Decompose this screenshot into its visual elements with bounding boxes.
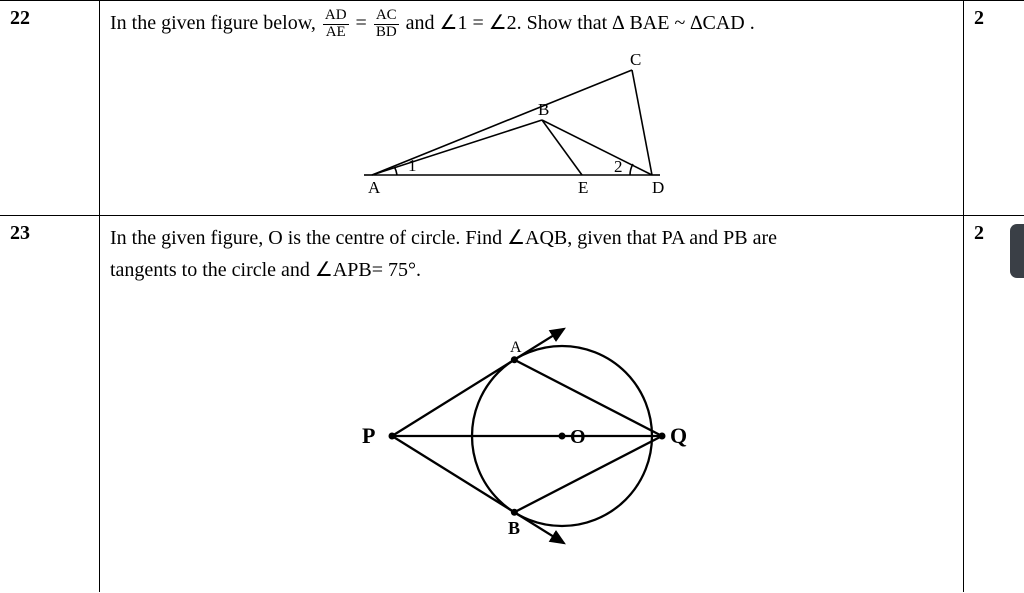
fraction-numerator: AC <box>374 8 399 25</box>
fraction-numerator: AD <box>323 8 349 25</box>
question-body-cell: In the given figure, O is the centre of … <box>100 216 964 592</box>
question-body-cell: In the given figure below, AD AE = AC BD… <box>100 1 964 215</box>
question-number: 22 <box>10 7 30 29</box>
fraction-ad-ae: AD AE <box>323 8 349 41</box>
side-tab-indicator[interactable] <box>1010 224 1024 278</box>
worksheet-page: 22 In the given figure below, AD AE = AC… <box>0 0 1024 593</box>
label-E: E <box>578 178 588 195</box>
marks-value: 2 <box>974 222 984 244</box>
label-angle-2: 2 <box>614 157 623 176</box>
figure-23-wrap: P O Q A B <box>110 296 953 576</box>
marks-value: 2 <box>974 7 984 29</box>
prompt-text: and ∠1 = ∠2. Show that ∆ BAE ~ ∆CAD . <box>406 12 755 34</box>
equals-sign: = <box>356 12 372 34</box>
prompt-text: In the given figure below, <box>110 12 321 34</box>
fraction-ac-bd: AC BD <box>374 8 399 41</box>
label-C: C <box>630 50 641 69</box>
marks-cell: 2 <box>964 1 1024 215</box>
label-P: P <box>362 423 375 448</box>
fraction-denominator: BD <box>374 25 399 41</box>
label-B: B <box>508 518 520 538</box>
prompt-line-1: In the given figure, O is the centre of … <box>110 222 953 254</box>
question-number: 23 <box>10 222 30 244</box>
question-23-prompt: In the given figure, O is the centre of … <box>110 222 953 286</box>
figure-23-svg: P O Q A B <box>332 296 732 576</box>
question-number-cell: 23 <box>0 216 100 592</box>
prompt-line-2: tangents to the circle and ∠APB= 75°. <box>110 254 953 286</box>
question-row-22: 22 In the given figure below, AD AE = AC… <box>0 0 1024 216</box>
label-O: O <box>570 426 586 448</box>
label-D: D <box>652 178 664 195</box>
question-22-prompt: In the given figure below, AD AE = AC BD… <box>110 7 953 41</box>
label-A: A <box>368 178 381 195</box>
fraction-denominator: AE <box>323 25 349 41</box>
question-number-cell: 22 <box>0 1 100 215</box>
label-angle-1: 1 <box>408 156 417 175</box>
figure-22-svg: A E D B C 1 2 <box>352 45 712 195</box>
label-A: A <box>510 339 522 356</box>
label-Q: Q <box>670 423 687 448</box>
figure-22-wrap: A E D B C 1 2 <box>110 45 953 195</box>
question-row-23: 23 In the given figure, O is the centre … <box>0 216 1024 592</box>
label-B: B <box>538 100 549 119</box>
